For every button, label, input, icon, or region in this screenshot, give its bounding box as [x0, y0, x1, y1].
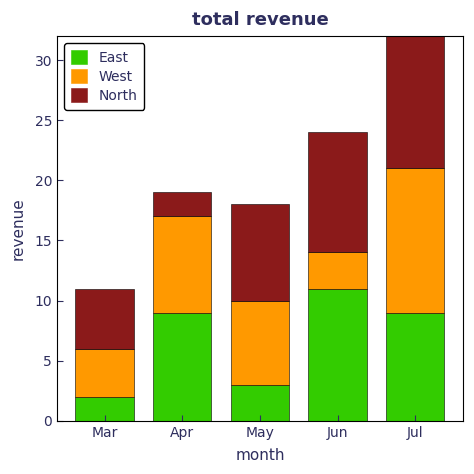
Title: total revenue: total revenue — [191, 11, 328, 29]
Bar — [153, 192, 211, 217]
Bar — [386, 168, 445, 312]
X-axis label: month: month — [235, 448, 285, 463]
Bar — [75, 397, 134, 421]
Y-axis label: revenue: revenue — [11, 197, 26, 260]
Bar — [386, 36, 445, 168]
Bar — [309, 132, 367, 253]
Legend: East, West, North: East, West, North — [64, 43, 145, 110]
Bar — [153, 217, 211, 312]
Bar — [231, 384, 289, 421]
Bar — [231, 204, 289, 301]
Bar — [75, 289, 134, 348]
Bar — [309, 253, 367, 289]
Bar — [231, 301, 289, 384]
Bar — [153, 312, 211, 421]
Bar — [386, 312, 445, 421]
Bar — [75, 348, 134, 397]
Bar — [309, 289, 367, 421]
